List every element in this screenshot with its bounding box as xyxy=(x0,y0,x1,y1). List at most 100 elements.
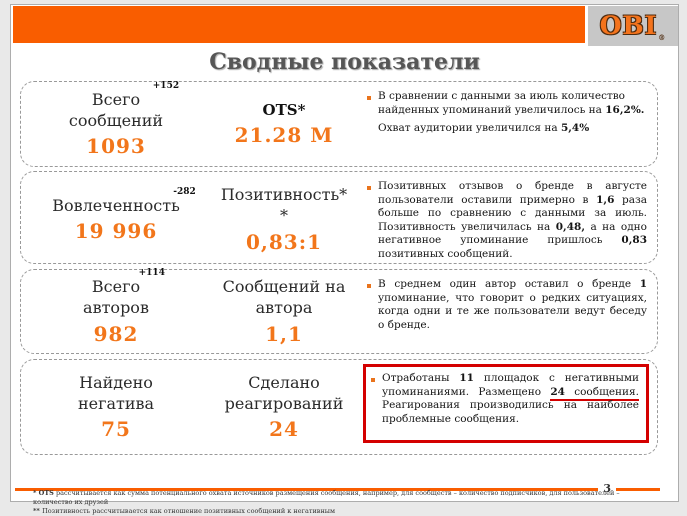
footer-rule: 3 xyxy=(15,483,660,495)
metric-label-line: * xyxy=(279,206,288,225)
metric-delta: -282 xyxy=(173,186,196,197)
note-paragraph: В среднем один автор оставил о бренде 1 … xyxy=(378,278,647,332)
metric-value: 982 xyxy=(93,321,139,346)
text: позитивных сообщений. xyxy=(378,247,513,260)
bullet-square-icon xyxy=(367,284,371,288)
metric-label-line: Всего xyxy=(91,277,141,297)
footer-line-right xyxy=(616,487,660,491)
metric-label-line: негатива xyxy=(77,393,155,413)
note-text: В сравнении с данными за июль количество… xyxy=(378,90,647,136)
metric-value: 75 xyxy=(101,417,131,442)
footnote: ** Позитивность рассчитывается как отнош… xyxy=(33,507,653,516)
metric-label: Позитивность* * xyxy=(221,185,347,227)
slide: OBI® Сводные показатели +152 Всего сообщен… xyxy=(10,4,679,515)
bullet-square-icon xyxy=(371,378,375,382)
text: Отработаны xyxy=(382,372,460,384)
metric: +152 Всего сообщений 1093 xyxy=(27,81,205,162)
text: рассчитывается как сумма потенциального … xyxy=(33,489,620,506)
underlined-text: 24 xyxy=(550,385,565,401)
metric-delta: +114 xyxy=(138,268,165,279)
metric-label: -282 Вовлеченность xyxy=(52,187,196,217)
registered-mark: ® xyxy=(658,32,667,42)
summary-row: -282 Вовлеченность 19 996 Позитивность* * … xyxy=(20,171,658,264)
metric-label: Сообщений на автора xyxy=(223,277,346,319)
text: раза больше по сравнению с данными за ию… xyxy=(378,193,648,233)
metric-label: +114 Всего авторов xyxy=(83,268,165,319)
metric-label-line: Найдено xyxy=(79,372,153,392)
metric: OTS* 21.28 M xyxy=(205,86,363,162)
summary-row: Найдено негатива 75 Сделано реагирований 2… xyxy=(20,359,658,455)
bold-text: 16,2%. xyxy=(605,103,645,116)
metric-label: OTS* xyxy=(263,101,306,121)
bold-text: 0,83 xyxy=(621,234,647,246)
metric-label-line: Сделано xyxy=(248,372,320,392)
summary-row: +152 Всего сообщений 1093 OTS* 21.28 M В с… xyxy=(20,81,658,167)
bold-text: 5,4% xyxy=(560,122,590,134)
note-text: Позитивных отзывов о бренде в августе по… xyxy=(378,180,647,261)
bold-text: OTS xyxy=(38,489,54,497)
note: Позитивных отзывов о бренде в августе по… xyxy=(363,176,649,263)
metric-label-line: реагирований xyxy=(224,393,344,413)
metric-value: 21.28 M xyxy=(234,123,334,148)
note-paragraph: Охват аудитории увеличился на 5,4% xyxy=(378,122,647,136)
metric-label: +152 Всего сообщений xyxy=(68,81,179,132)
note: В среднем один автор оставил о бренде 1 … xyxy=(363,274,649,349)
bold-text: ** xyxy=(33,507,43,515)
metric-label: Сделано реагирований xyxy=(225,373,344,415)
metric-label-line: Вовлеченность xyxy=(52,195,180,215)
note-paragraph: Отработаны 11 площадок с негативными упо… xyxy=(382,372,640,426)
summary-row: +114 Всего авторов 982 Сообщений на автора … xyxy=(20,268,658,354)
note: В сравнении с данными за июль количество… xyxy=(363,86,649,162)
text: упоминание, что говорит о редких ситуаци… xyxy=(378,291,647,331)
metric-label-line: Позитивность* xyxy=(220,185,348,205)
bold-text: * xyxy=(33,489,39,497)
text: Позитивность рассчитывается как отношени… xyxy=(42,507,336,515)
metric: Позитивность* * 0,83:1 xyxy=(205,176,363,263)
metric: -282 Вовлеченность 19 996 xyxy=(27,176,205,263)
rows: +152 Всего сообщений 1093 OTS* 21.28 M В с… xyxy=(20,81,658,455)
page-number: 3 xyxy=(603,482,611,495)
metric-label-line: сообщений xyxy=(68,110,164,130)
footer-line-left xyxy=(15,487,599,491)
bold-text: 0,48, xyxy=(555,220,585,233)
text: В сравнении с данными за июль количество… xyxy=(378,90,625,116)
bold-text: 1,6 xyxy=(596,193,615,206)
bullet-square-icon xyxy=(367,186,371,190)
metric-value: 0,83:1 xyxy=(245,229,322,254)
footnotes: * OTS рассчитывается как сумма потенциал… xyxy=(33,489,653,516)
metric-label-line: автора xyxy=(255,298,313,317)
bold-text: 1 xyxy=(639,278,647,290)
footnote: * OTS рассчитывается как сумма потенциал… xyxy=(33,489,653,507)
bold-text: 11 xyxy=(459,372,474,384)
obi-logo: OBI® xyxy=(588,6,678,46)
text: а на одно негативное упоминание пришлось xyxy=(378,220,648,247)
metric: Сделано реагирований 24 xyxy=(205,364,363,450)
metric-value: 24 xyxy=(269,417,299,442)
metric-value: 19 996 xyxy=(74,219,158,244)
metric-value: 1093 xyxy=(86,134,146,159)
metric: Сообщений на автора 1,1 xyxy=(205,274,363,349)
metric: Найдено негатива 75 xyxy=(27,364,205,450)
text: Охват аудитории увеличился на xyxy=(378,122,561,134)
underlined-text: сообщения. xyxy=(564,385,640,401)
bullet-square-icon xyxy=(367,96,371,100)
metric-label-line: Всего xyxy=(91,89,141,109)
note-paragraph: Позитивных отзывов о бренде в августе по… xyxy=(378,180,647,261)
obi-logo-text: OBI® xyxy=(599,10,667,42)
metric-value: 1,1 xyxy=(265,321,303,346)
note-text: В среднем один автор оставил о бренде 1 … xyxy=(378,278,647,332)
metric-delta: +152 xyxy=(152,80,180,91)
metric-label-line: OTS* xyxy=(262,100,306,119)
note-paragraph: В сравнении с данными за июль количество… xyxy=(378,90,647,117)
header-banner xyxy=(13,6,585,43)
metric-label-line: авторов xyxy=(83,298,149,317)
note-text: Отработаны 11 площадок с негативными упо… xyxy=(382,372,640,426)
note: Отработаны 11 площадок с негативными упо… xyxy=(363,364,649,443)
metric-label: Найдено негатива xyxy=(78,373,154,415)
text: Реагирования производились на наиболее п… xyxy=(382,399,639,425)
metric: +114 Всего авторов 982 xyxy=(27,268,205,349)
text: Позитивных отзывов о бренде в августе по… xyxy=(378,180,647,206)
metric-label-line: Сообщений на xyxy=(222,277,346,297)
text: В среднем один автор оставил о бренде xyxy=(378,278,640,290)
page-title: Сводные показатели xyxy=(209,49,480,75)
